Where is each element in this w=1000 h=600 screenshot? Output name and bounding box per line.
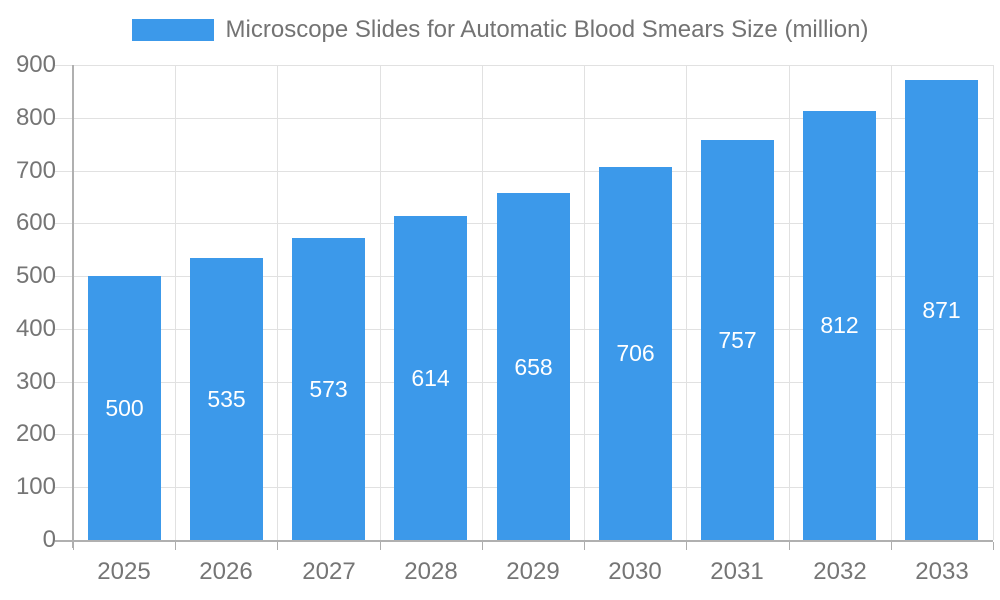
x-gridline <box>482 65 483 540</box>
x-axis-tick <box>993 542 994 550</box>
y-gridline <box>55 65 993 66</box>
y-axis-tick-label: 900 <box>15 51 56 78</box>
bar-value-label: 500 <box>105 395 144 421</box>
x-axis-tick <box>482 542 483 550</box>
bar-2027[interactable]: 573 <box>292 238 365 540</box>
bar-2026[interactable]: 535 <box>190 258 263 540</box>
x-gridline <box>277 65 278 540</box>
y-axis-tick-label: 800 <box>15 104 56 131</box>
x-axis-tick-label: 2029 <box>506 558 560 585</box>
y-axis-tick-label: 400 <box>15 315 56 342</box>
x-axis-tick-label: 2028 <box>404 558 458 585</box>
bar-value-label: 812 <box>820 312 859 338</box>
x-axis-tick <box>584 542 585 550</box>
bar-value-label: 573 <box>309 376 348 402</box>
x-axis-tick <box>73 542 74 550</box>
x-gridline <box>686 65 687 540</box>
bar-2031[interactable]: 757 <box>701 140 774 540</box>
y-axis-line <box>72 65 74 548</box>
x-gridline <box>993 65 994 540</box>
x-axis-tick-label: 2033 <box>915 558 969 585</box>
x-gridline <box>584 65 585 540</box>
x-axis-tick <box>175 542 176 550</box>
x-axis-line <box>55 540 993 542</box>
x-axis-tick <box>789 542 790 550</box>
bar-value-label: 871 <box>922 297 961 323</box>
bar-2029[interactable]: 658 <box>497 193 570 540</box>
x-axis-tick-label: 2030 <box>608 558 662 585</box>
x-axis-tick <box>277 542 278 550</box>
x-axis-tick <box>380 542 381 550</box>
x-axis-tick-label: 2032 <box>813 558 867 585</box>
x-axis-tick-label: 2026 <box>199 558 253 585</box>
bar-value-label: 658 <box>514 354 553 380</box>
x-axis-tick <box>686 542 687 550</box>
x-axis-tick <box>891 542 892 550</box>
bar-2030[interactable]: 706 <box>599 167 672 540</box>
chart-legend[interactable]: Microscope Slides for Automatic Blood Sm… <box>0 17 1000 43</box>
bar-value-label: 706 <box>616 340 655 366</box>
bar-value-label: 757 <box>718 327 757 353</box>
bar-2033[interactable]: 871 <box>905 80 978 540</box>
y-axis-tick-label: 700 <box>15 157 56 184</box>
y-gridline <box>55 171 993 172</box>
bar-2028[interactable]: 614 <box>394 216 467 540</box>
bar-2025[interactable]: 500 <box>88 276 161 540</box>
y-axis-tick-label: 300 <box>15 368 56 395</box>
y-gridline <box>55 118 993 119</box>
y-axis-tick-label: 500 <box>15 262 56 289</box>
x-axis-tick-label: 2025 <box>97 558 151 585</box>
y-axis-tick-label: 0 <box>42 526 56 553</box>
legend-swatch-icon <box>131 19 214 41</box>
x-axis-tick-label: 2027 <box>302 558 356 585</box>
x-gridline <box>891 65 892 540</box>
y-axis-tick-label: 100 <box>15 473 56 500</box>
legend-label: Microscope Slides for Automatic Blood Sm… <box>225 16 869 43</box>
bar-2032[interactable]: 812 <box>803 111 876 540</box>
bar-value-label: 535 <box>207 386 246 412</box>
x-axis-tick-label: 2031 <box>710 558 764 585</box>
y-axis-tick-label: 200 <box>15 420 56 447</box>
x-gridline <box>175 65 176 540</box>
x-gridline <box>380 65 381 540</box>
y-axis-tick-label: 600 <box>15 209 56 236</box>
bar-value-label: 614 <box>411 365 450 391</box>
x-gridline <box>789 65 790 540</box>
